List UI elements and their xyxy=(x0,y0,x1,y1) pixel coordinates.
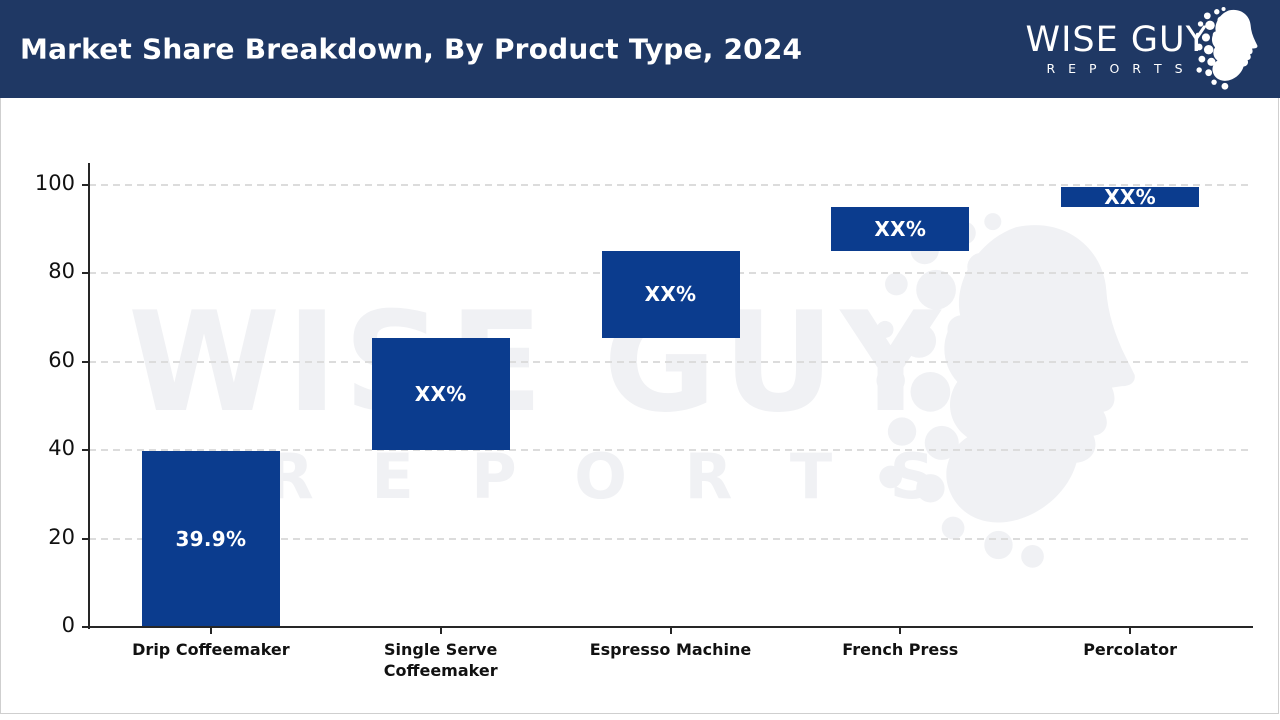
header-bar: Market Share Breakdown, By Product Type,… xyxy=(0,0,1280,98)
x-tick-label: Drip Coffeemaker xyxy=(132,640,290,659)
y-tick-label: 60 xyxy=(48,347,75,372)
logo-head-profile-dots-icon xyxy=(1195,7,1258,90)
logo-subtext: R E P O R T S xyxy=(1046,60,1188,76)
gridline xyxy=(89,537,1253,540)
page-title: Market Share Breakdown, By Product Type,… xyxy=(20,32,803,66)
y-tick-label: 20 xyxy=(48,524,75,549)
logo-wordmark: WISE GUY xyxy=(1025,19,1208,60)
y-tick xyxy=(82,184,89,187)
bar: XX% xyxy=(831,207,970,252)
y-tick-label: 40 xyxy=(48,436,75,461)
watermark-head-profile-dots-icon xyxy=(876,213,1135,568)
watermark-wordmark: WISE GUY xyxy=(128,282,947,443)
y-tick-label: 80 xyxy=(48,259,75,284)
y-tick xyxy=(82,626,89,628)
bar-value-label: XX% xyxy=(1104,185,1156,210)
x-tick-label: Espresso Machine xyxy=(589,640,752,659)
bar-value-label: XX% xyxy=(644,282,697,307)
x-tick xyxy=(209,627,212,634)
wiseguy-logo: WISE GUY R E P O R T S xyxy=(1025,0,1270,98)
gridline xyxy=(89,360,1253,363)
y-tick xyxy=(82,449,89,452)
y-axis-spine xyxy=(88,163,90,629)
gridline xyxy=(89,184,1253,187)
logo-text: WISE GUY R E P O R T S xyxy=(1025,19,1208,76)
x-axis-spine xyxy=(88,626,1253,628)
bar-value-label: 39.9% xyxy=(175,526,247,551)
bar-value-label: XX% xyxy=(874,217,927,242)
y-tick xyxy=(82,272,89,275)
y-tick-label: 0 xyxy=(61,613,75,637)
bar: 39.9% xyxy=(141,450,280,627)
x-tick xyxy=(1129,627,1132,634)
bar-value-label: XX% xyxy=(414,381,467,406)
x-tick-label: French Press xyxy=(842,640,959,659)
x-tick-label: Single Serve Coffeemaker xyxy=(383,640,498,680)
y-tick-label: 100 xyxy=(34,171,75,196)
x-tick xyxy=(439,627,442,634)
x-tick-label: Percolator xyxy=(1083,640,1177,659)
x-tick xyxy=(669,627,672,634)
y-tick xyxy=(82,360,89,363)
bar: XX% xyxy=(601,251,740,338)
gridline xyxy=(89,449,1253,452)
bar: XX% xyxy=(371,337,510,451)
watermark-subtext: R E P O R T S xyxy=(266,440,953,513)
x-tick xyxy=(899,627,902,634)
bar: XX% xyxy=(1061,185,1200,210)
y-tick xyxy=(82,537,89,540)
